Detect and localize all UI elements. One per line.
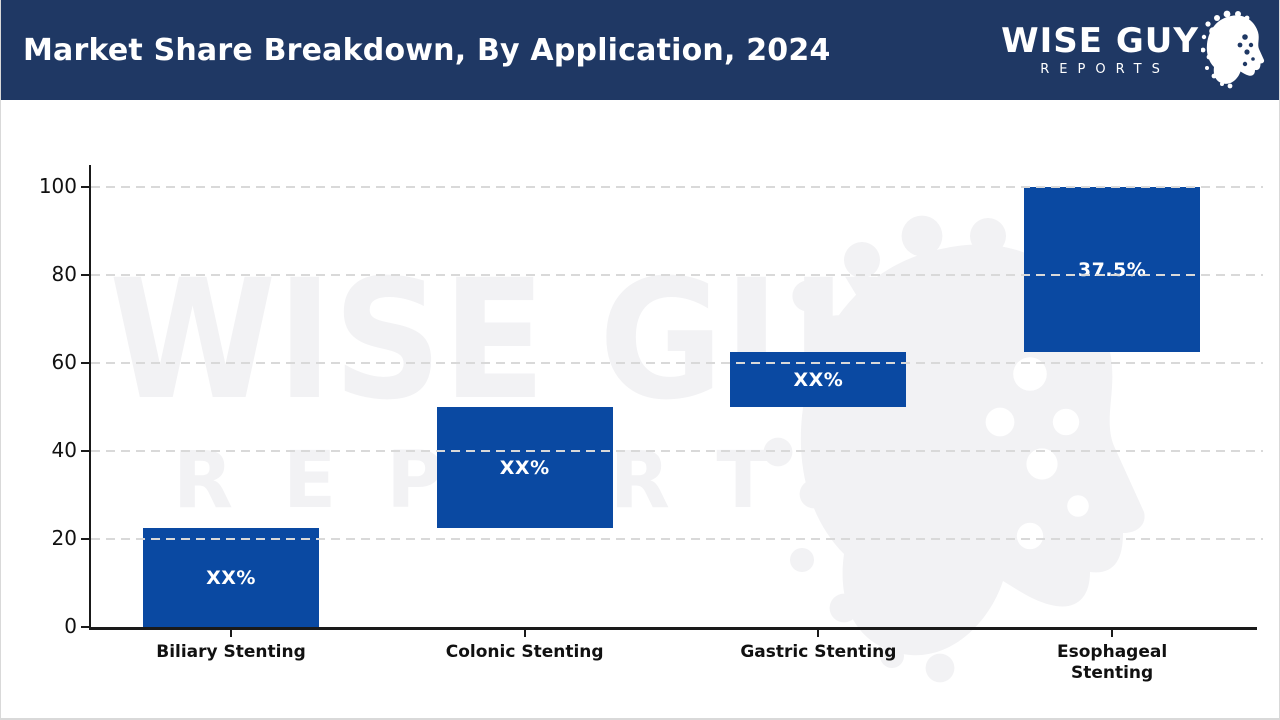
y-tick-label-20: 20 bbox=[51, 526, 77, 550]
logo-sub-text: REPORTS bbox=[1040, 62, 1170, 77]
logo-face-icon bbox=[1201, 10, 1265, 89]
bar-gastric-stenting: XX% bbox=[730, 352, 907, 407]
bar-biliary-stenting: XX% bbox=[143, 528, 319, 627]
x-tick-mark-3 bbox=[1111, 629, 1114, 637]
logo-name-text: WISE GUY bbox=[1001, 21, 1199, 61]
gridline-100 bbox=[91, 186, 1263, 188]
gridline-60 bbox=[91, 362, 1263, 364]
bar-value-label: XX% bbox=[499, 456, 550, 479]
chart-area: WISE GUY REPORTS 020406080100XX%Biliary … bbox=[1, 100, 1279, 718]
x-axis-line bbox=[89, 627, 1257, 630]
x-category-label-1: Colonic Stenting bbox=[445, 642, 604, 662]
y-tick-mark-20 bbox=[81, 538, 89, 540]
y-tick-label-60: 60 bbox=[51, 350, 77, 374]
gridline-40 bbox=[91, 450, 1263, 452]
bar-colonic-stenting: XX% bbox=[436, 407, 613, 528]
y-tick-mark-100 bbox=[81, 186, 89, 188]
y-tick-label-40: 40 bbox=[51, 438, 77, 462]
x-category-label-2: Gastric Stenting bbox=[740, 642, 897, 662]
bar-esophageal-stenting: 37.5% bbox=[1024, 187, 1201, 352]
header-banner: Market Share Breakdown, By Application, … bbox=[1, 0, 1279, 100]
chart-title: Market Share Breakdown, By Application, … bbox=[23, 32, 831, 68]
x-tick-mark-2 bbox=[817, 629, 820, 637]
bar-value-label: XX% bbox=[206, 566, 256, 589]
y-axis-line bbox=[89, 165, 91, 629]
y-tick-label-80: 80 bbox=[51, 262, 77, 286]
gridline-20 bbox=[91, 538, 1263, 540]
y-tick-label-0: 0 bbox=[64, 614, 77, 638]
y-tick-mark-80 bbox=[81, 274, 89, 276]
gridline-80 bbox=[91, 274, 1263, 276]
x-tick-mark-1 bbox=[523, 629, 526, 637]
y-tick-mark-60 bbox=[81, 362, 89, 364]
bar-value-label: 37.5% bbox=[1077, 258, 1147, 281]
y-tick-label-100: 100 bbox=[38, 174, 77, 198]
x-category-label-3: Esophageal Stenting bbox=[1057, 642, 1168, 684]
logo-wordmark: WISE GUY REPORTS bbox=[1001, 24, 1199, 76]
y-tick-mark-40 bbox=[81, 450, 89, 452]
bar-value-label: XX% bbox=[793, 368, 844, 391]
wise-guy-reports-logo: WISE GUY REPORTS bbox=[1001, 10, 1265, 90]
x-tick-mark-0 bbox=[230, 629, 232, 637]
x-category-label-0: Biliary Stenting bbox=[156, 642, 306, 662]
y-tick-mark-0 bbox=[81, 626, 89, 628]
